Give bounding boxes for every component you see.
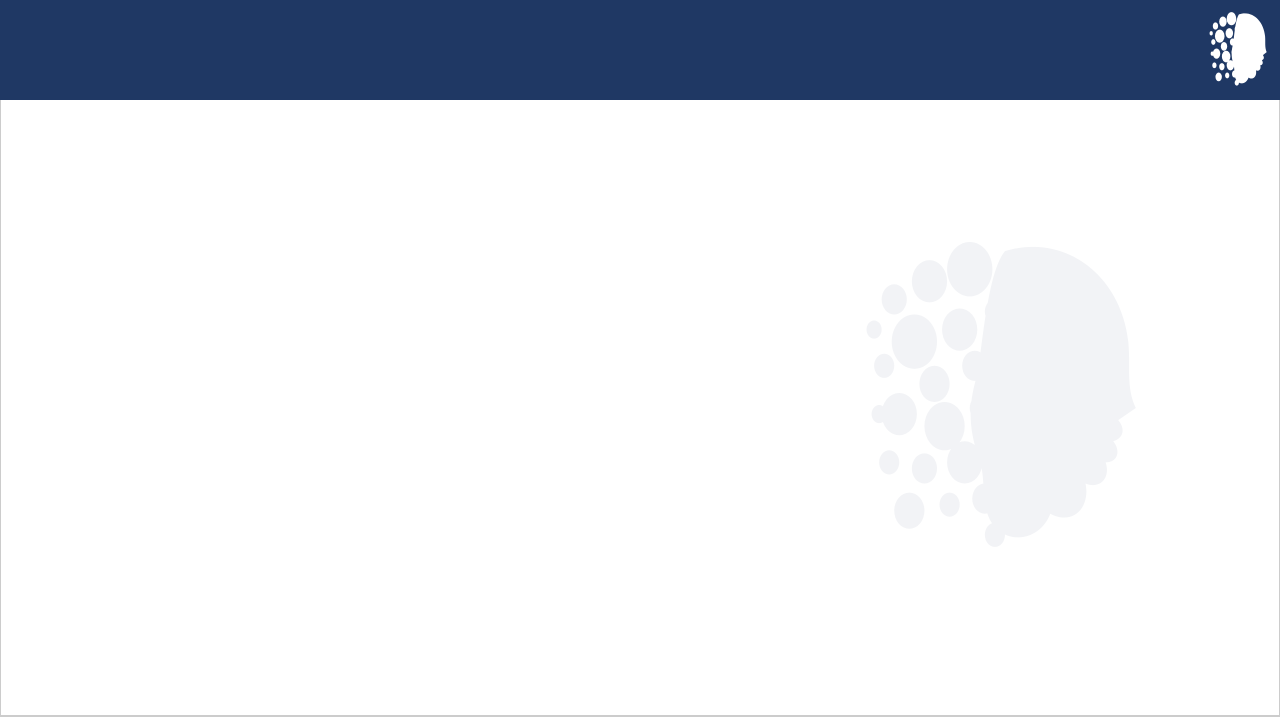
watermark-head-icon (866, 242, 1136, 547)
header-bar (0, 0, 1280, 100)
chart-figure (0, 100, 1280, 717)
